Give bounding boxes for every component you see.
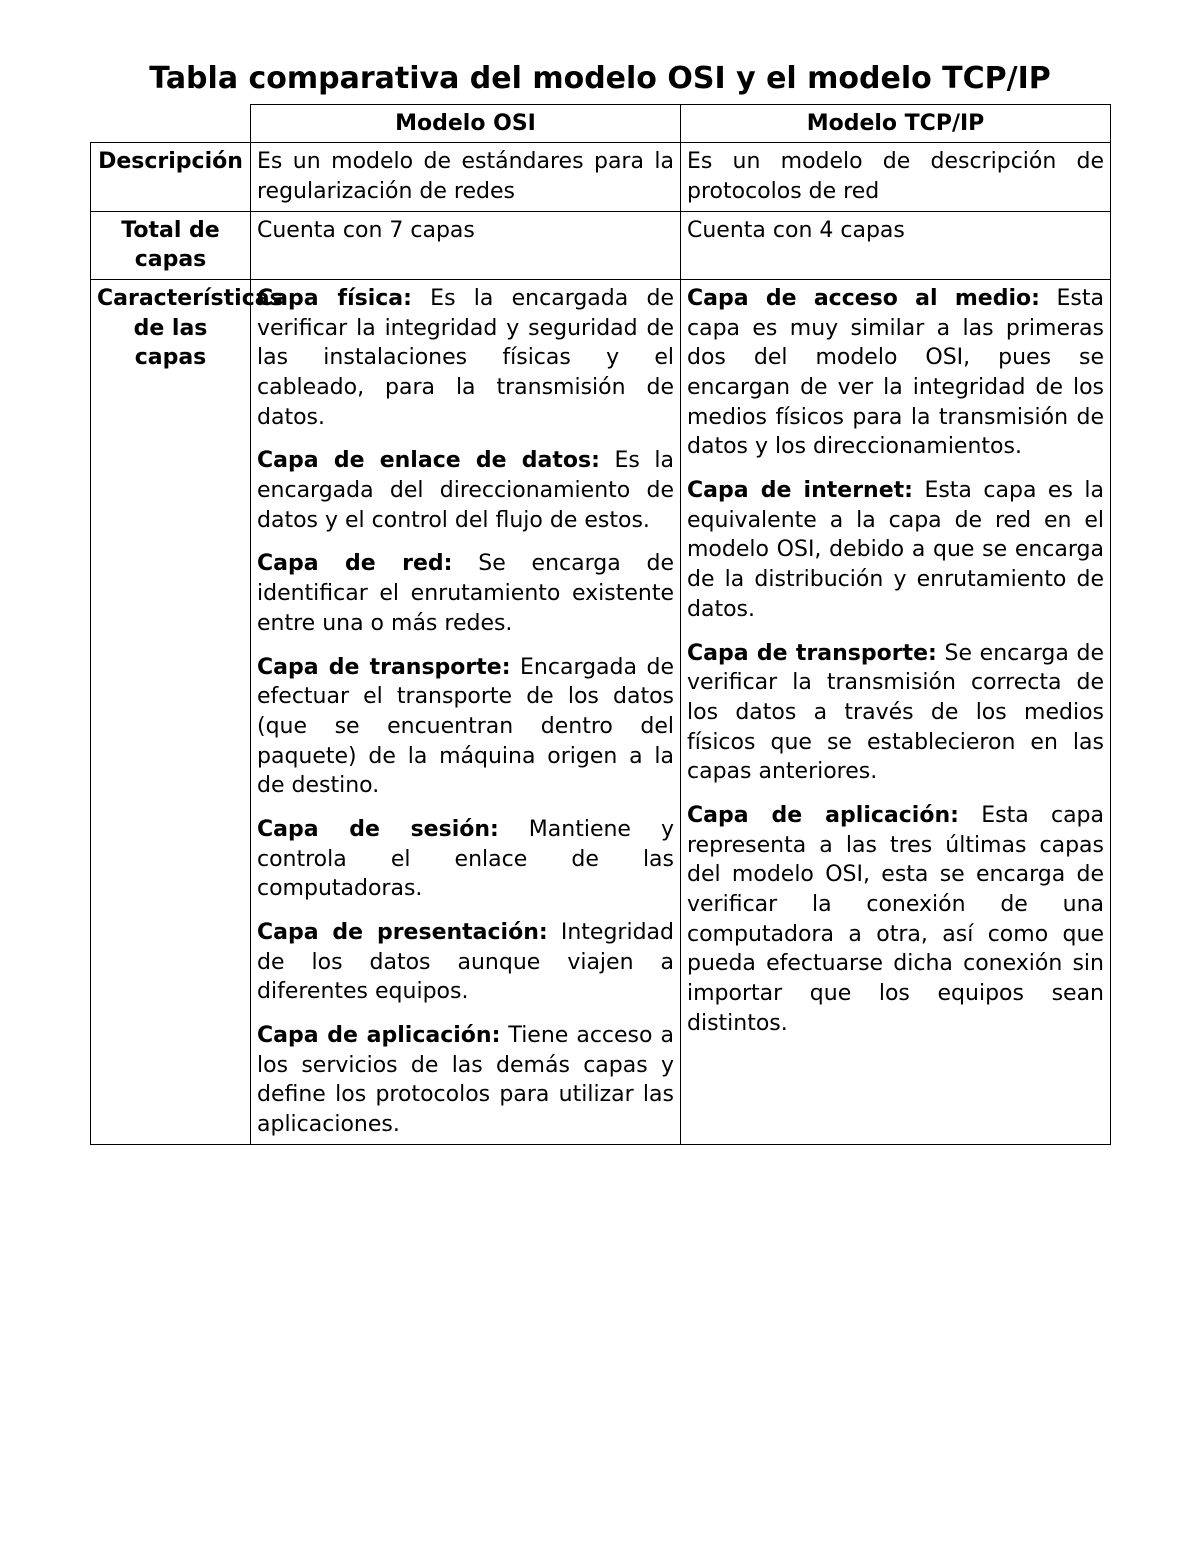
capa-lead: Capa física: bbox=[257, 286, 412, 311]
rowlabel-descripcion: Descripción bbox=[91, 143, 251, 211]
row-caracteristicas: Características de las capas Capa física… bbox=[91, 279, 1111, 1144]
table-header-blank bbox=[91, 104, 251, 143]
capa-item: Capa de red: Se encarga de identificar e… bbox=[257, 549, 674, 638]
capa-item: Capa de aplicación: Tiene acceso a los s… bbox=[257, 1021, 674, 1140]
cell-caracteristicas-osi: Capa física: Es la encargada de verifica… bbox=[251, 279, 681, 1144]
cell-total-capas-osi: Cuenta con 7 capas bbox=[251, 211, 681, 279]
capa-lead: Capa de presentación: bbox=[257, 920, 548, 945]
capa-item: Capa física: Es la encargada de verifica… bbox=[257, 284, 674, 432]
cell-caracteristicas-tcpip: Capa de acceso al medio: Esta capa es mu… bbox=[681, 279, 1111, 1144]
row-total-capas: Total de capas Cuenta con 7 capas Cuenta… bbox=[91, 211, 1111, 279]
capa-lead: Capa de internet: bbox=[687, 478, 913, 503]
capa-item: Capa de aplicación: Esta capa representa… bbox=[687, 801, 1104, 1039]
capa-lead: Capa de transporte: bbox=[257, 655, 511, 680]
capa-lead: Capa de transporte: bbox=[687, 641, 937, 666]
table-header-osi: Modelo OSI bbox=[251, 104, 681, 143]
capa-item: Capa de transporte: Encargada de efectua… bbox=[257, 653, 674, 801]
capa-item: Capa de enlace de datos: Es la encargada… bbox=[257, 446, 674, 535]
capa-text: Esta capa representa a las tres últimas … bbox=[687, 803, 1104, 1036]
capa-lead: Capa de aplicación: bbox=[257, 1023, 500, 1048]
capa-lead: Capa de red: bbox=[257, 551, 452, 576]
table-header-row: Modelo OSI Modelo TCP/IP bbox=[91, 104, 1111, 143]
comparison-table: Modelo OSI Modelo TCP/IP Descripción Es … bbox=[90, 104, 1111, 1145]
capa-lead: Capa de acceso al medio: bbox=[687, 286, 1040, 311]
cell-total-capas-tcpip: Cuenta con 4 capas bbox=[681, 211, 1111, 279]
capa-text: Esta capa es muy similar a las primeras … bbox=[687, 286, 1104, 459]
capa-lead: Capa de aplicación: bbox=[687, 803, 959, 828]
rowlabel-caracteristicas: Características de las capas bbox=[91, 279, 251, 1144]
capa-lead: Capa de enlace de datos: bbox=[257, 448, 600, 473]
cell-descripcion-tcpip: Es un modelo de descripción de protocolo… bbox=[681, 143, 1111, 211]
rowlabel-total-capas: Total de capas bbox=[91, 211, 251, 279]
capa-lead: Capa de sesión: bbox=[257, 817, 499, 842]
page-title: Tabla comparativa del modelo OSI y el mo… bbox=[90, 60, 1110, 98]
capa-item: Capa de internet: Esta capa es la equiva… bbox=[687, 476, 1104, 624]
capa-item: Capa de sesión: Mantiene y controla el e… bbox=[257, 815, 674, 904]
capa-item: Capa de acceso al medio: Esta capa es mu… bbox=[687, 284, 1104, 462]
row-descripcion: Descripción Es un modelo de estándares p… bbox=[91, 143, 1111, 211]
capa-item: Capa de transporte: Se encarga de verifi… bbox=[687, 639, 1104, 787]
capa-item: Capa de presentación: Integridad de los … bbox=[257, 918, 674, 1007]
table-header-tcpip: Modelo TCP/IP bbox=[681, 104, 1111, 143]
cell-descripcion-osi: Es un modelo de estándares para la regul… bbox=[251, 143, 681, 211]
